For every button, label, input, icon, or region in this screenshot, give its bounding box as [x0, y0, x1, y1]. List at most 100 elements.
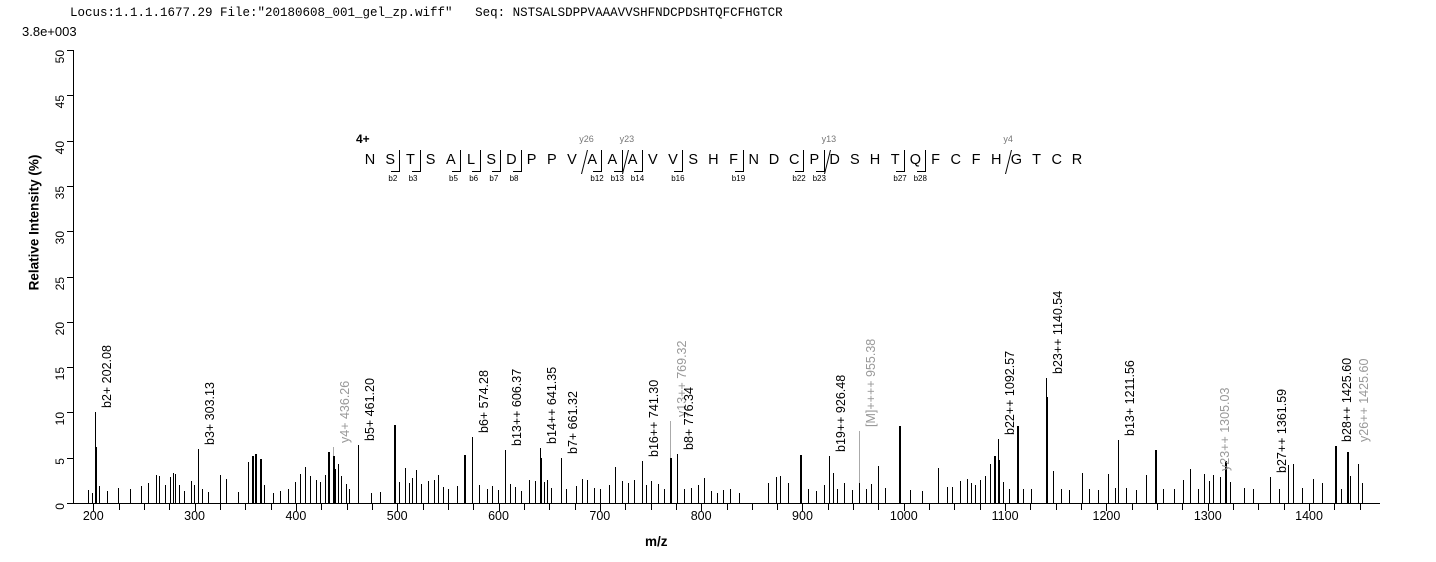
b-ion-label: b3 [408, 174, 418, 183]
x-tick-minor [143, 504, 145, 510]
spectrum-peak [252, 455, 254, 503]
y-tick-label: 20 [53, 321, 67, 336]
spectrum-peak [1358, 464, 1359, 503]
x-tick-label: 1100 [991, 509, 1019, 523]
x-tick-major [397, 504, 399, 511]
b-ion-label: b5 [449, 174, 458, 183]
spectrum-peak [1313, 479, 1314, 503]
spectrum-peak [615, 466, 616, 503]
x-tick-minor [371, 504, 373, 510]
spectrum-peak [1341, 489, 1342, 503]
x-tick-major [903, 504, 905, 511]
spectrum-peak [305, 466, 306, 503]
sequence-residue: G [1010, 152, 1023, 168]
intensity-scale-label: 3.8e+003 [22, 24, 77, 39]
spectrum-peak [1347, 452, 1349, 503]
spectrum-peak [1230, 482, 1231, 503]
y-tick [67, 50, 73, 51]
peak-label-stem [358, 445, 359, 465]
spectrum-peak [800, 454, 802, 503]
peak-label: b13++ 606.37 [510, 369, 524, 447]
x-tick-minor [447, 504, 449, 510]
spectrum-peak [1302, 487, 1303, 503]
spectrum-peak [107, 491, 108, 503]
spectrum-peak [472, 463, 473, 503]
b-ion-marker [682, 150, 684, 172]
b-ion-label: b6 [469, 174, 479, 183]
x-tick-major [93, 504, 95, 511]
spectrum-peak [1017, 426, 1019, 503]
sequence-residue: D [506, 152, 517, 168]
peak-label-stem [95, 412, 96, 447]
spectrum-peak [566, 489, 567, 503]
y-tick-label: 45 [53, 95, 67, 109]
x-tick-minor [1258, 504, 1260, 510]
b-ion-label: b14 [630, 174, 645, 183]
spectrum-peak [859, 483, 860, 503]
peak-label: b3+ 303.13 [203, 381, 217, 445]
spectrum-peak [587, 480, 588, 503]
peak-label-stem [670, 421, 671, 458]
spectrum-peak [1322, 483, 1323, 503]
spectrum-peak [479, 484, 480, 503]
spectrum-peak [1362, 483, 1363, 503]
b-ion-marker [621, 150, 623, 172]
spectrum-peak [333, 455, 335, 503]
x-axis-line [73, 503, 1380, 504]
b-ion-label: b16 [671, 174, 685, 183]
spectrum-peak [1190, 469, 1191, 503]
spectrum-peak [878, 465, 879, 503]
x-tick-major [498, 504, 500, 511]
spectrum-peak [561, 474, 562, 503]
spectrum-peak [698, 484, 699, 503]
b-ion-label: b19 [731, 174, 746, 183]
peak-label: y26++ 1425.60 [1357, 358, 1371, 442]
x-tick-label: 600 [488, 509, 509, 523]
spectrum-peak [1225, 461, 1227, 503]
sequence-residue: S [849, 152, 860, 168]
spectrum-peak [582, 479, 583, 503]
y-tick-label: 30 [53, 231, 67, 245]
y-tick [67, 276, 73, 278]
peak-label-stem [333, 446, 334, 456]
spectrum-peak [260, 458, 262, 503]
peak-label-stem [1118, 439, 1119, 463]
sequence-residue: L [466, 152, 476, 168]
b-ion-label: b28 [913, 174, 927, 183]
spectrum-peak [677, 466, 678, 503]
spectrum-peak [328, 452, 330, 503]
spectrum-peak [346, 483, 347, 503]
spectrum-peak [776, 476, 777, 503]
spectrum-peak [1061, 489, 1062, 503]
x-tick-major [194, 504, 196, 511]
spectrum-peak [1220, 476, 1221, 503]
spectrum-peak [985, 475, 986, 503]
spectrum-peak [885, 487, 886, 503]
spectrum-peak [684, 488, 685, 503]
peak-label-stem [472, 436, 473, 464]
spectrum-peak [704, 477, 705, 503]
x-tick-label: 400 [285, 509, 307, 523]
y-axis-title: Relative Intensity (%) [26, 154, 42, 291]
spectrum-peak [255, 454, 257, 503]
x-tick-label: 800 [690, 509, 712, 523]
x-tick-minor [650, 504, 652, 510]
spectrum-peak [335, 469, 336, 503]
sequence-residue: N [364, 152, 376, 168]
spectrum-peak [1288, 464, 1289, 503]
spectrum-peak [92, 493, 93, 503]
sequence-residue: H [990, 152, 1002, 168]
spectrum-peak [622, 481, 623, 503]
spectrum-peak [220, 474, 221, 503]
peak-label: b6+ 574.28 [477, 369, 491, 433]
sequence-residue: V [668, 152, 678, 168]
sequence-residue: P [546, 152, 557, 168]
spectrum-peak [159, 475, 160, 503]
b-ion-marker [500, 150, 502, 172]
x-tick-minor [321, 504, 323, 510]
spectrum-peak [535, 481, 536, 503]
spectrum-peak [670, 457, 672, 503]
y-tick [67, 140, 73, 142]
sequence-residue: P [526, 152, 537, 168]
peak-label-stem [505, 450, 506, 474]
